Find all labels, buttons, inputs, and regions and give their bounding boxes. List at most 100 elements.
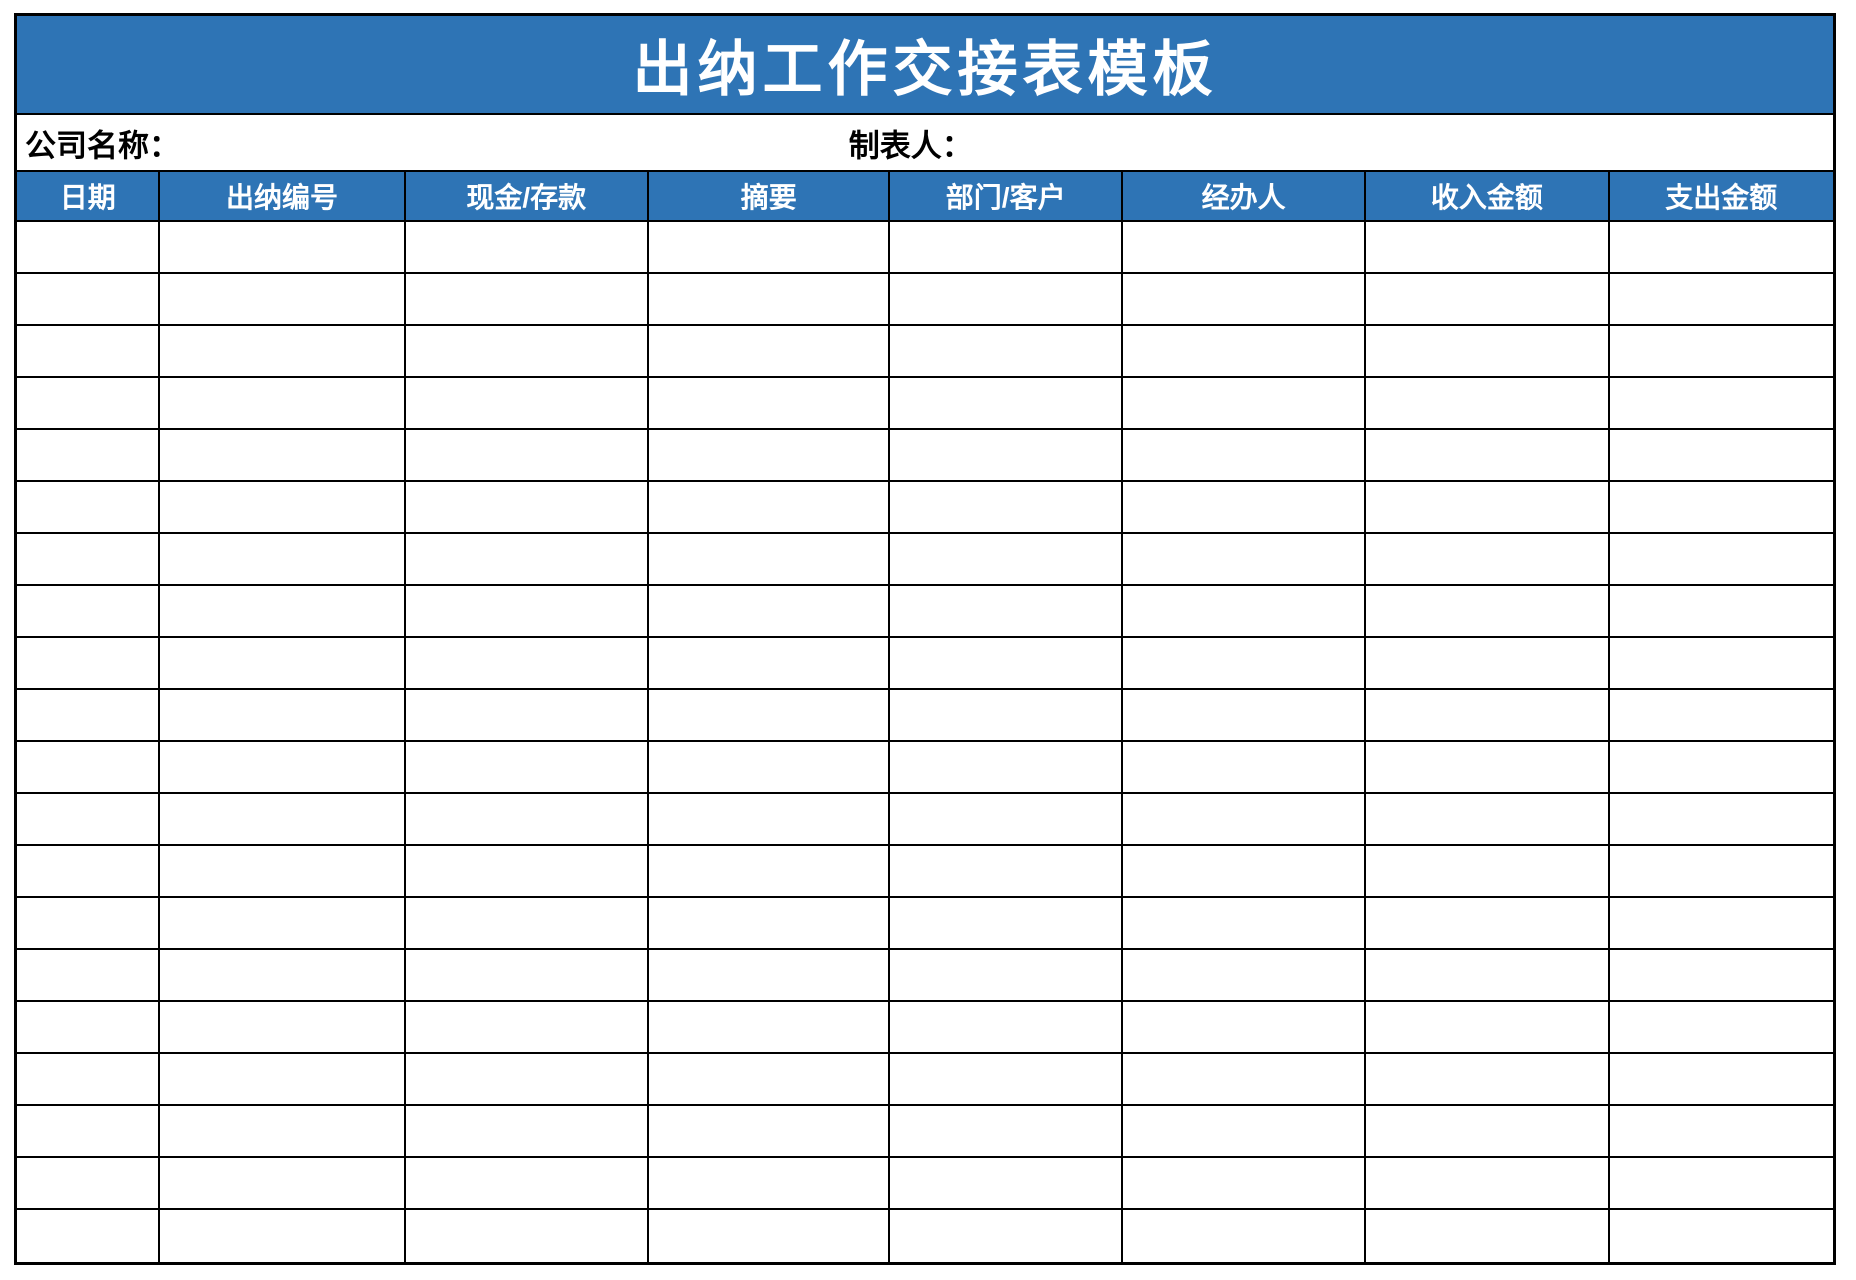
table-cell — [1366, 378, 1610, 428]
table-cell — [1123, 222, 1367, 272]
table-row — [17, 586, 1833, 638]
table-cell — [406, 950, 649, 1000]
table-cell — [17, 846, 161, 896]
table-cell — [1123, 378, 1367, 428]
table-cell — [406, 1210, 649, 1262]
table-cell — [160, 794, 406, 844]
table-cell — [1366, 690, 1610, 740]
company-name-label: 公司名称： — [25, 128, 180, 163]
table-row — [17, 378, 1833, 430]
table-row — [17, 690, 1833, 742]
table-cell — [17, 326, 161, 376]
table-cell — [649, 1210, 891, 1262]
table-cell — [17, 1210, 161, 1262]
table-cell — [160, 1210, 406, 1262]
table-cell — [649, 274, 891, 324]
table-cell — [1610, 794, 1833, 844]
table-cell — [406, 1158, 649, 1208]
table-cell — [649, 898, 891, 948]
column-header-3: 现金/存款 — [406, 172, 649, 220]
table-cell — [1366, 326, 1610, 376]
column-header-4: 摘要 — [649, 172, 891, 220]
table-cell — [1366, 638, 1610, 688]
table-cell — [1366, 274, 1610, 324]
table-cell — [1123, 1158, 1367, 1208]
table-cell — [890, 378, 1123, 428]
table-cell — [17, 586, 161, 636]
table-cell — [1123, 1054, 1367, 1104]
table-cell — [1123, 586, 1367, 636]
table-cell — [1123, 846, 1367, 896]
table-row — [17, 430, 1833, 482]
table-cell — [1610, 898, 1833, 948]
table-cell — [649, 1002, 891, 1052]
table-cell — [17, 794, 161, 844]
column-header-5: 部门/客户 — [890, 172, 1123, 220]
table-cell — [1123, 534, 1367, 584]
table-cell — [17, 482, 161, 532]
table-cell — [890, 482, 1123, 532]
table-cell — [1366, 482, 1610, 532]
table-cell — [649, 846, 891, 896]
table-row — [17, 794, 1833, 846]
table-cell — [17, 1054, 161, 1104]
table-cell — [160, 378, 406, 428]
table-cell — [406, 1054, 649, 1104]
table-cell — [406, 482, 649, 532]
table-body — [17, 222, 1833, 1262]
table-cell — [1366, 846, 1610, 896]
table-cell — [890, 1210, 1123, 1262]
table-row — [17, 222, 1833, 274]
table-cell — [649, 586, 891, 636]
table-cell — [406, 534, 649, 584]
table-cell — [649, 534, 891, 584]
page-title: 出纳工作交接表模板 — [632, 36, 1218, 103]
table-cell — [160, 222, 406, 272]
table-cell — [1610, 222, 1833, 272]
table-cell — [1610, 1002, 1833, 1052]
table-cell — [649, 482, 891, 532]
table-cell — [160, 1002, 406, 1052]
table-cell — [890, 326, 1123, 376]
table-row — [17, 1158, 1833, 1210]
table-cell — [1366, 950, 1610, 1000]
table-cell — [17, 638, 161, 688]
table-cell — [1123, 690, 1367, 740]
table-cell — [406, 638, 649, 688]
table-cell — [1610, 482, 1833, 532]
column-header-8: 支出金额 — [1665, 182, 1778, 213]
table-cell — [160, 326, 406, 376]
table-cell — [890, 1158, 1123, 1208]
table-cell — [17, 534, 161, 584]
table-cell — [1610, 950, 1833, 1000]
table-cell — [1366, 1106, 1610, 1156]
table-cell — [17, 950, 161, 1000]
table-cell — [1610, 430, 1833, 480]
table-cell — [160, 690, 406, 740]
table-cell — [160, 638, 406, 688]
table-cell — [1366, 794, 1610, 844]
table-cell — [1123, 482, 1367, 532]
table-row — [17, 1210, 1833, 1262]
table-cell — [1366, 1002, 1610, 1052]
table-cell — [890, 534, 1123, 584]
table-cell — [406, 222, 649, 272]
table-cell — [1366, 1158, 1610, 1208]
table-cell — [406, 690, 649, 740]
table-cell — [17, 690, 161, 740]
table-row — [17, 638, 1833, 690]
table-cell — [406, 378, 649, 428]
table-cell — [649, 1054, 891, 1104]
table-cell — [406, 430, 649, 480]
table-cell — [1366, 586, 1610, 636]
table-cell — [406, 794, 649, 844]
table-cell — [1123, 274, 1367, 324]
table-cell — [160, 950, 406, 1000]
table-cell — [649, 742, 891, 792]
table-row — [17, 326, 1833, 378]
table-cell — [1366, 742, 1610, 792]
table-cell — [1366, 1054, 1610, 1104]
table-row — [17, 1054, 1833, 1106]
table-row — [17, 898, 1833, 950]
table-cell — [1610, 846, 1833, 896]
